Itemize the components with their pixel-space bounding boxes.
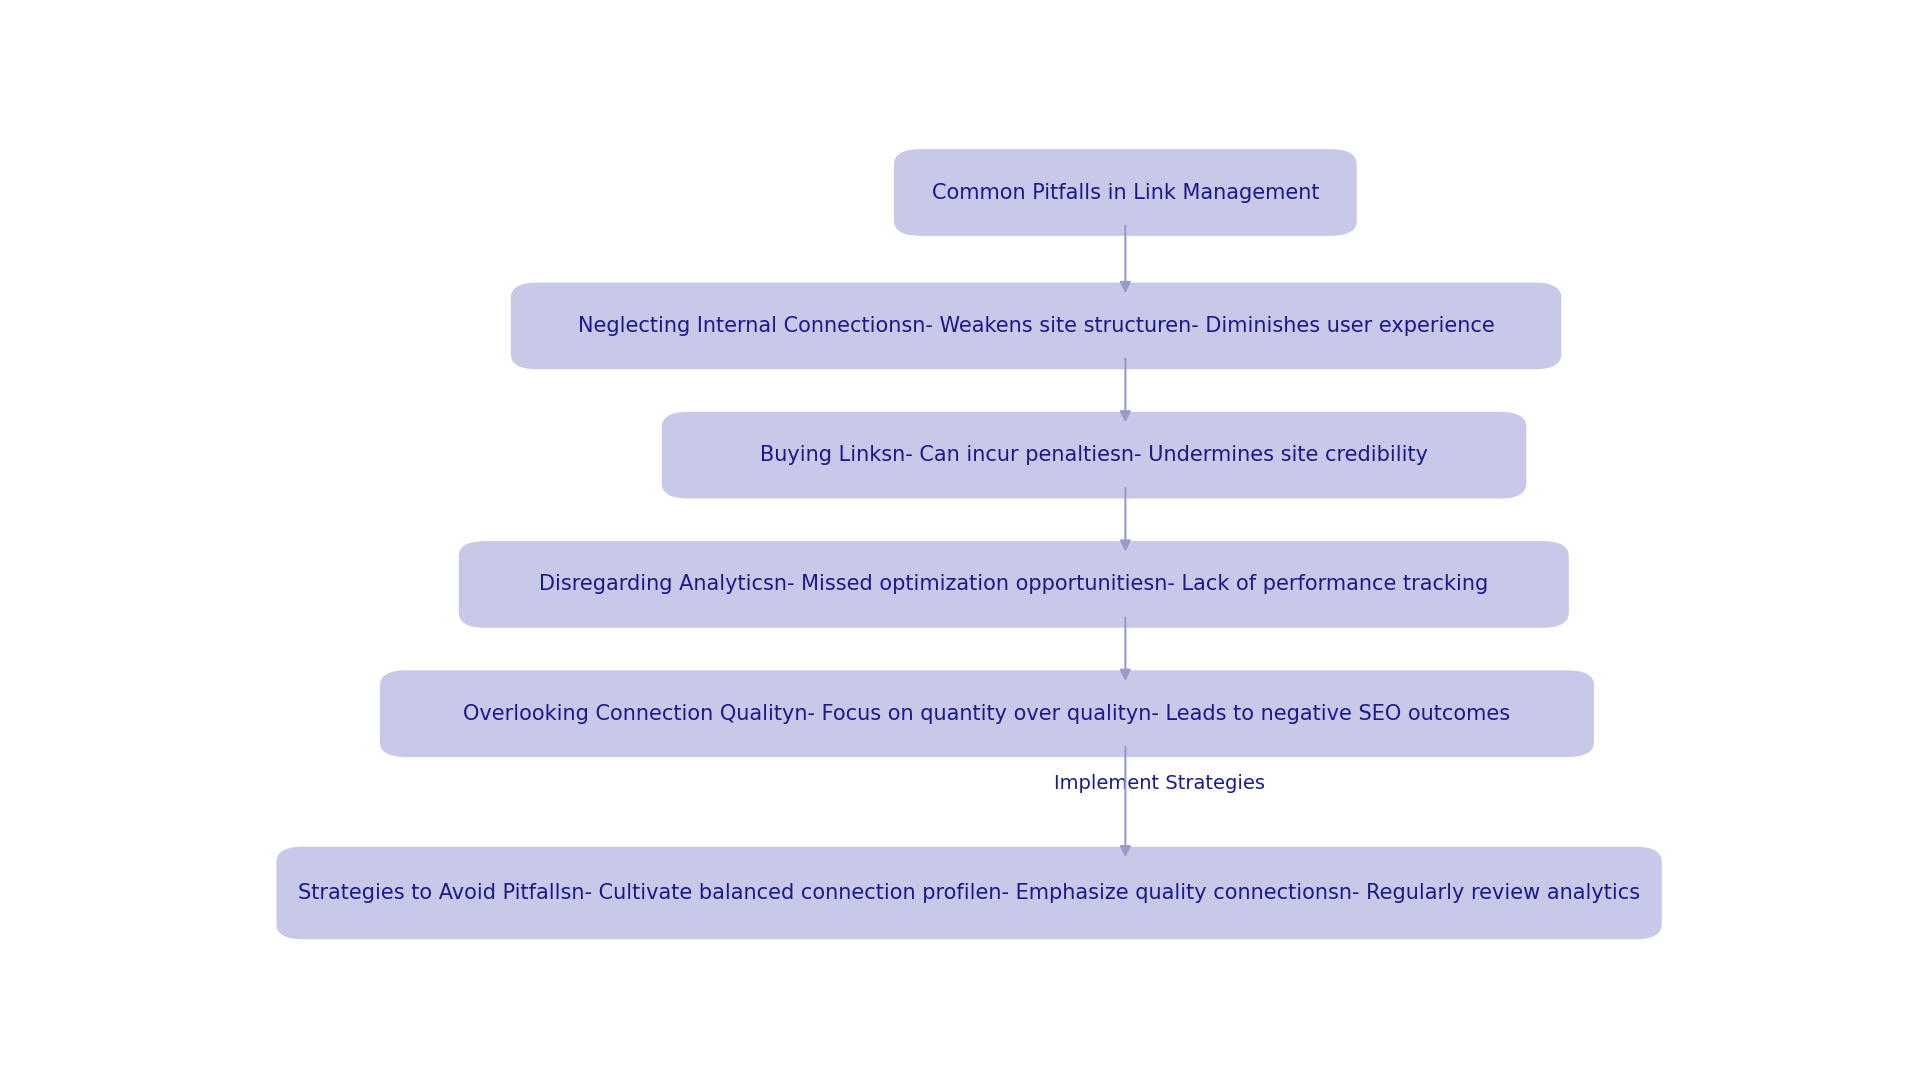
Text: Neglecting Internal Connectionsn- Weakens site structuren- Diminishes user exper: Neglecting Internal Connectionsn- Weaken… (578, 316, 1494, 336)
FancyBboxPatch shape (662, 412, 1526, 498)
Text: Implement Strategies: Implement Strategies (1054, 774, 1265, 793)
FancyBboxPatch shape (276, 847, 1663, 939)
Text: Disregarding Analyticsn- Missed optimization opportunitiesn- Lack of performance: Disregarding Analyticsn- Missed optimiza… (540, 574, 1488, 595)
FancyBboxPatch shape (459, 542, 1569, 628)
Text: Overlooking Connection Qualityn- Focus on quantity over qualityn- Leads to negat: Overlooking Connection Qualityn- Focus o… (463, 704, 1511, 723)
FancyBboxPatch shape (895, 149, 1357, 236)
Text: Common Pitfalls in Link Management: Common Pitfalls in Link Management (931, 183, 1319, 203)
Text: Strategies to Avoid Pitfallsn- Cultivate balanced connection profilen- Emphasize: Strategies to Avoid Pitfallsn- Cultivate… (298, 883, 1640, 903)
FancyBboxPatch shape (380, 670, 1594, 757)
FancyBboxPatch shape (511, 283, 1561, 369)
Text: Buying Linksn- Can incur penaltiesn- Undermines site credibility: Buying Linksn- Can incur penaltiesn- Und… (760, 445, 1428, 466)
